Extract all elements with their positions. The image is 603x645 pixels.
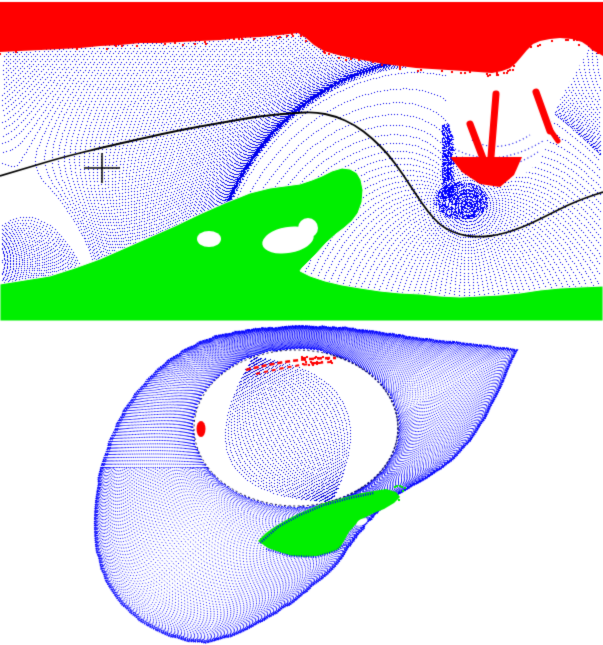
vector-field-topology-figure [0, 0, 603, 645]
figure-canvas [0, 0, 603, 645]
